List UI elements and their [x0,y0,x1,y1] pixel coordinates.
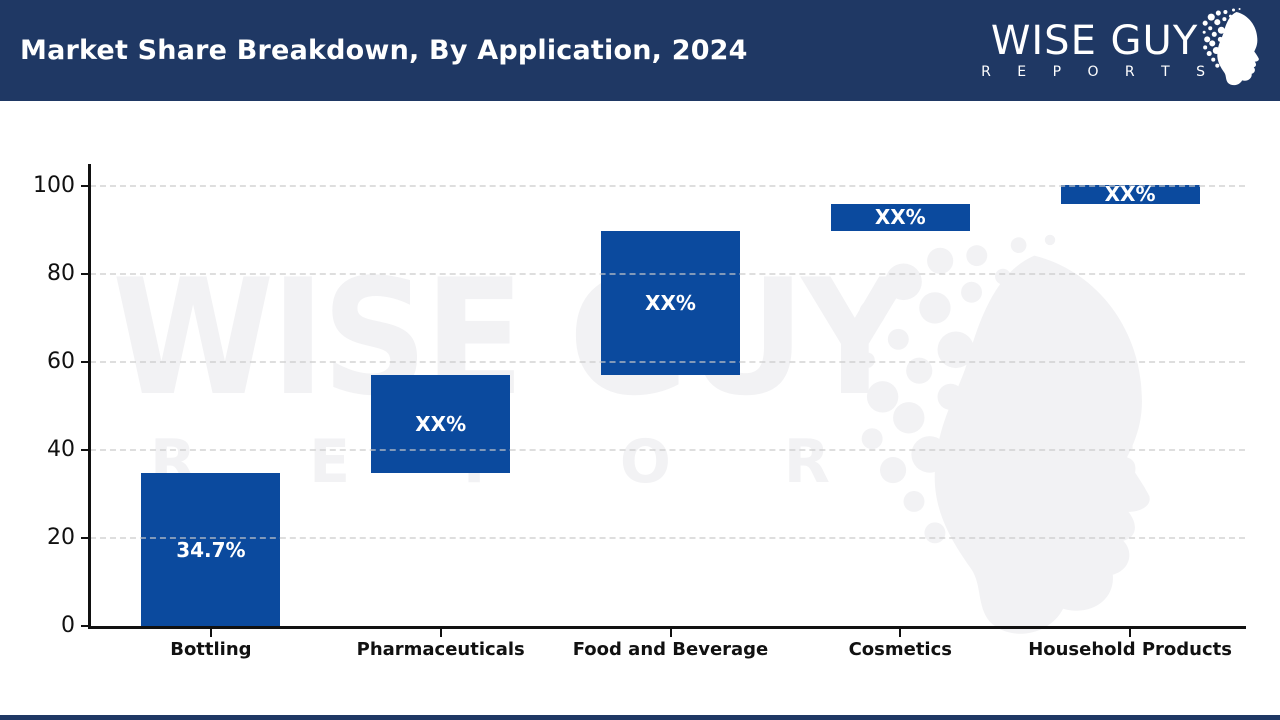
page-title: Market Share Breakdown, By Application, … [20,35,748,66]
footer-strip [0,715,1280,720]
bar-bottling [141,473,281,626]
logo-line1: WISE GUY [990,18,1199,64]
y-tick-20 [81,537,89,539]
y-tick-label-0: 0 [61,613,75,638]
gridline-80 [90,273,1245,275]
y-tick-0 [81,625,89,627]
y-tick-40 [81,449,89,451]
bar-household-products [1060,184,1200,205]
x-category-label: Bottling [170,639,252,660]
bar-value-label: XX% [645,291,696,316]
y-tick-label-40: 40 [47,437,75,462]
gridline-40 [90,449,1245,451]
y-tick-label-80: 80 [47,261,75,286]
x-tick-2 [669,629,672,637]
x-tick-4 [1129,629,1132,637]
gridline-20 [90,537,1245,539]
bar-value-label: XX% [1104,182,1156,207]
bar-cosmetics [830,204,970,231]
logo-line2: R E P O R T S [981,64,1216,80]
x-axis-line [88,626,1246,629]
y-tick-80 [81,273,89,275]
x-category-label: Household Products [1028,639,1232,660]
x-category-label: Cosmetics [848,639,952,660]
y-tick-label-60: 60 [47,349,75,374]
logo-face-icon [1202,7,1259,85]
bar-value-label: XX% [874,205,926,230]
logo-text: WISE GUY R E P O R T S [973,21,1216,80]
x-tick-1 [439,629,442,637]
x-tick-0 [209,629,212,637]
bar-value-label: XX% [415,412,467,437]
gridline-100 [90,185,1245,187]
bar-value-label: 34.7% [176,537,246,562]
bar-food-and-beverage [601,230,740,376]
x-category-label: Pharmaceuticals [356,639,525,660]
x-category-label: Food and Beverage [572,639,769,660]
y-tick-60 [81,361,89,363]
bar-pharmaceuticals [371,375,511,474]
y-axis-line [88,164,91,629]
x-tick-3 [899,629,902,637]
y-tick-label-100: 100 [33,173,75,198]
report-header: Market Share Breakdown, By Application, … [0,0,1280,101]
gridline-60 [90,361,1245,363]
wise-guy-reports-logo: WISE GUY R E P O R T S [973,7,1266,94]
y-tick-100 [81,185,89,187]
y-tick-label-20: 20 [47,525,75,550]
